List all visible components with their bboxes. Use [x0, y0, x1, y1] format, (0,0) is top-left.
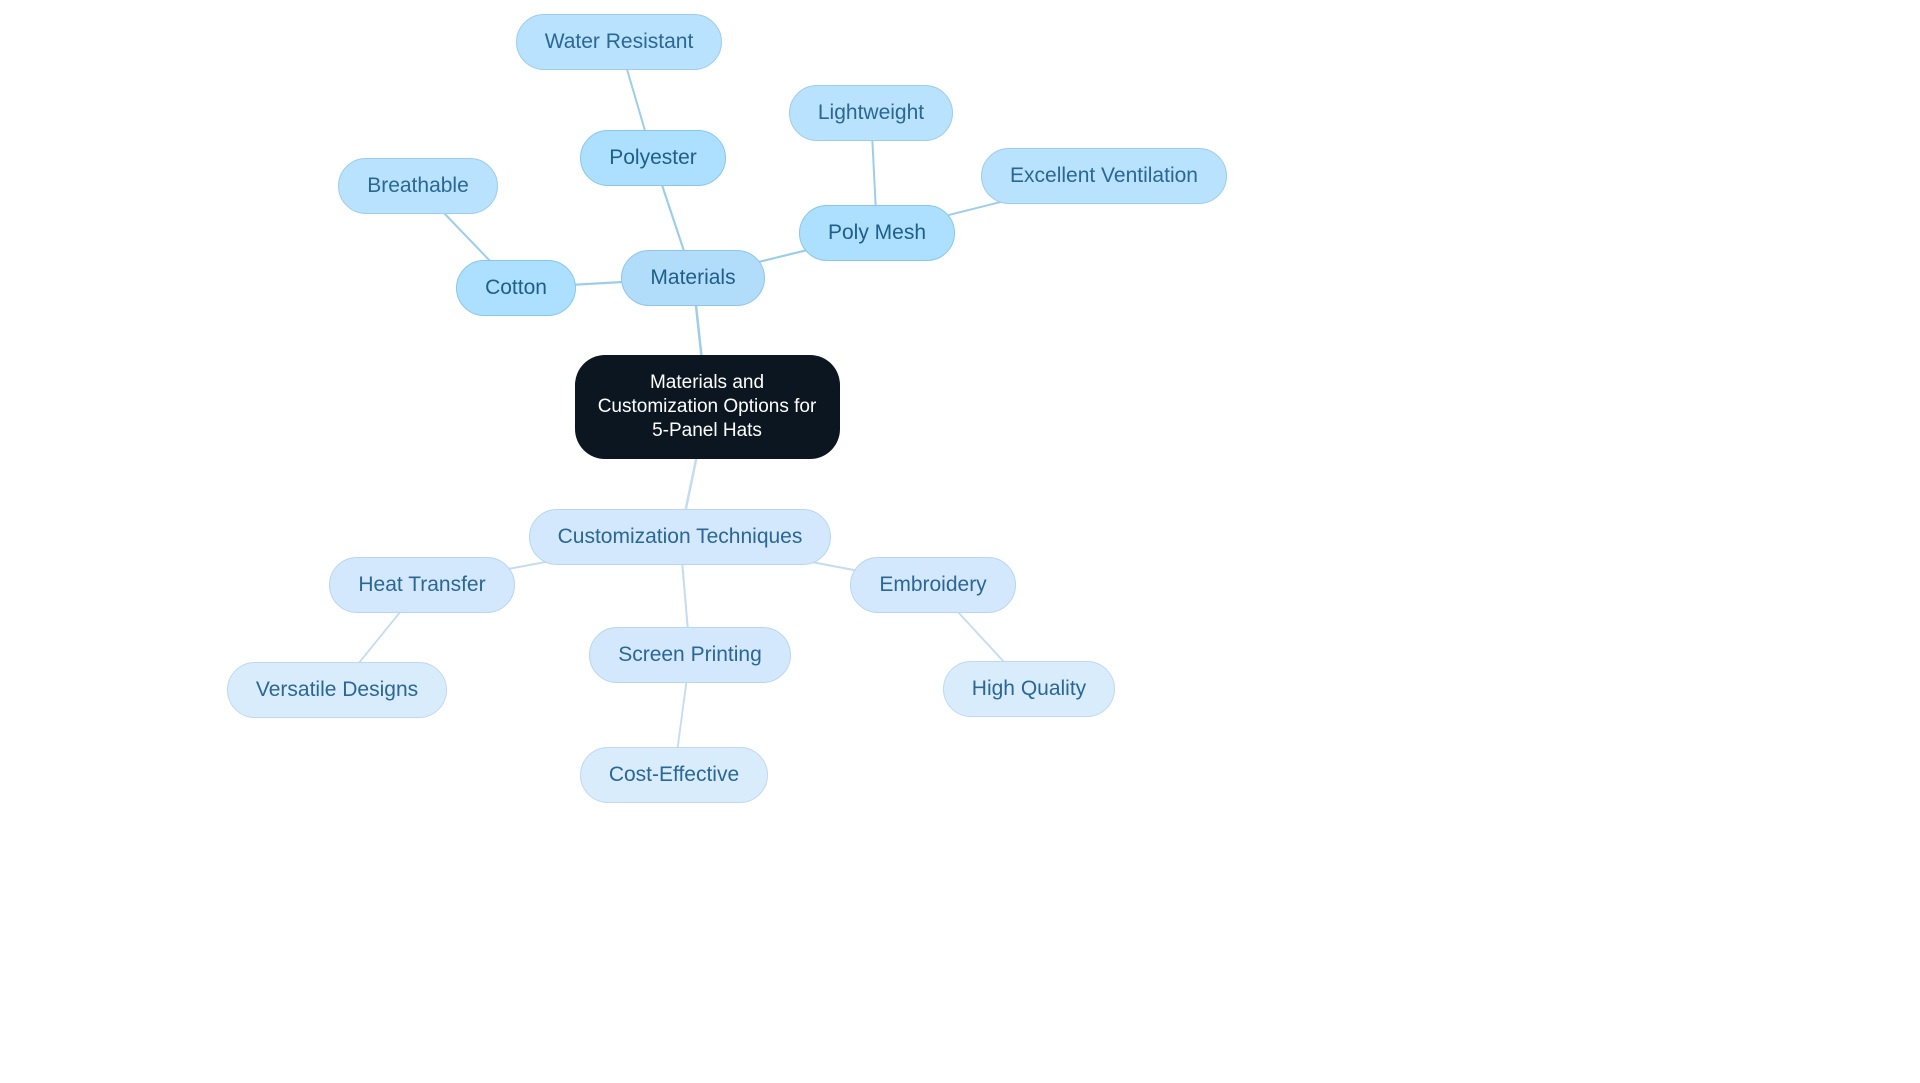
node-ventilation-label: Excellent Ventilation	[1010, 163, 1198, 189]
node-root-label: Materials and Customization Options for …	[595, 371, 820, 442]
node-versatile: Versatile Designs	[227, 662, 447, 718]
node-polyester-label: Polyester	[609, 145, 697, 171]
node-cotton: Cotton	[456, 260, 576, 316]
node-heat-label: Heat Transfer	[358, 572, 485, 598]
node-custom-label: Customization Techniques	[558, 524, 803, 550]
node-screen-label: Screen Printing	[618, 642, 762, 668]
node-cost: Cost-Effective	[580, 747, 768, 803]
node-lightweight: Lightweight	[789, 85, 953, 141]
node-versatile-label: Versatile Designs	[256, 677, 418, 703]
node-polymesh-label: Poly Mesh	[828, 220, 926, 246]
node-embroidery: Embroidery	[850, 557, 1015, 613]
node-cost-label: Cost-Effective	[609, 762, 739, 788]
node-breathable-label: Breathable	[367, 173, 469, 199]
node-cotton-label: Cotton	[485, 275, 547, 301]
node-screen: Screen Printing	[589, 627, 791, 683]
edges-layer	[0, 0, 1920, 1083]
node-materials: Materials	[621, 250, 764, 306]
node-water-label: Water Resistant	[545, 29, 694, 55]
node-polyester: Polyester	[580, 130, 726, 186]
node-lightweight-label: Lightweight	[818, 100, 924, 126]
node-water: Water Resistant	[516, 14, 723, 70]
node-highq: High Quality	[943, 661, 1115, 717]
node-highq-label: High Quality	[972, 676, 1086, 702]
node-polymesh: Poly Mesh	[799, 205, 955, 261]
node-ventilation: Excellent Ventilation	[981, 148, 1227, 204]
node-root: Materials and Customization Options for …	[575, 355, 840, 458]
node-embroidery-label: Embroidery	[879, 572, 986, 598]
node-custom: Customization Techniques	[529, 509, 832, 565]
node-materials-label: Materials	[650, 265, 735, 291]
node-heat: Heat Transfer	[329, 557, 514, 613]
node-breathable: Breathable	[338, 158, 498, 214]
